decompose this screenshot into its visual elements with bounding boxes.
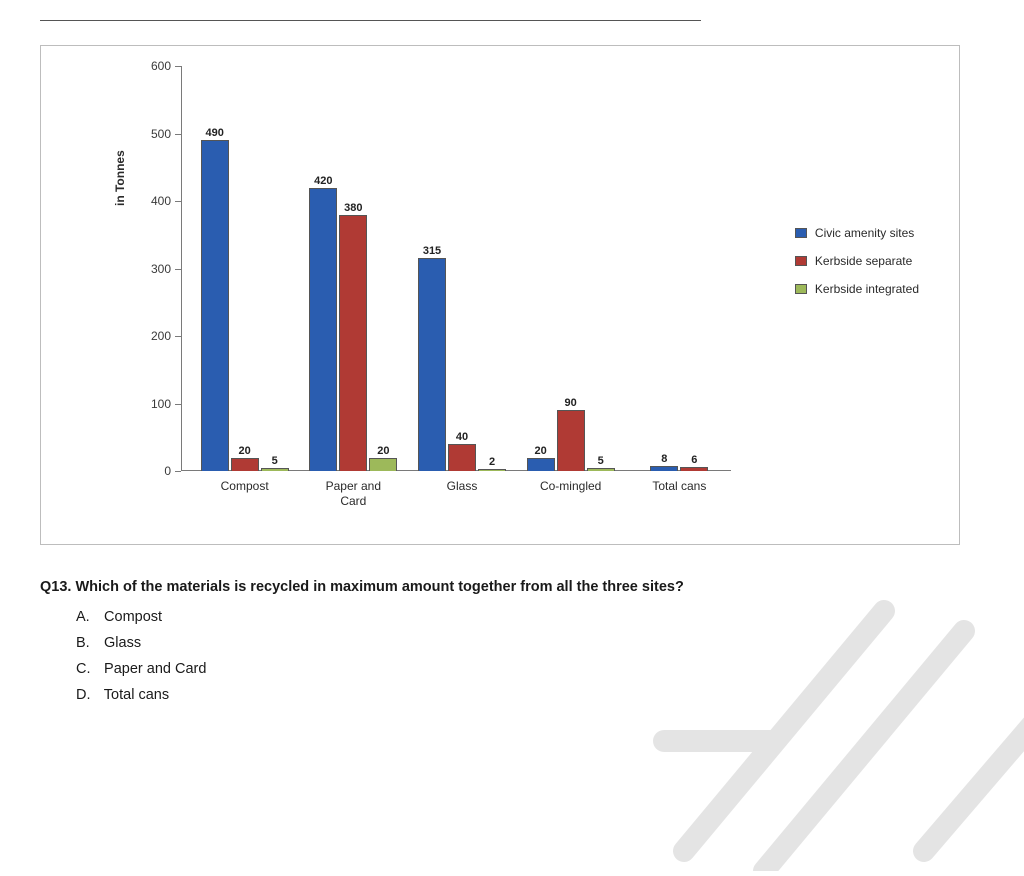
question-body: Which of the materials is recycled in ma… [75,579,683,595]
y-tick-mark [175,336,181,337]
bar-group: 20905Co-mingled [526,410,616,471]
chart-frame: in Tonnes 0100200300400500600490205Compo… [40,45,960,545]
option-letter: C. [76,661,100,677]
bar-value-label: 315 [423,245,441,257]
category-label: Paper andCard [308,471,398,509]
option-letter: B. [76,635,100,651]
y-tick-label: 0 [164,464,171,478]
y-tick-label: 400 [151,194,171,208]
bar: 20 [527,458,555,472]
legend-item: Kerbside separate [795,254,919,268]
category-label: Co-mingled [526,471,616,494]
option-d[interactable]: D. Total cans [76,687,984,703]
legend-label: Kerbside separate [815,254,912,268]
bar: 20 [369,458,397,472]
bar-value-label: 6 [691,454,697,466]
legend-item: Civic amenity sites [795,226,919,240]
category-label: Compost [200,471,290,494]
bar: 90 [557,410,585,471]
chart-plot-area: 0100200300400500600490205Compost42038020… [181,66,731,471]
legend: Civic amenity sites Kerbside separate Ke… [795,226,919,310]
option-c[interactable]: C. Paper and Card [76,661,984,677]
legend-label: Civic amenity sites [815,226,914,240]
legend-swatch-icon [795,284,807,294]
bar: 315 [418,258,446,471]
bar-value-label: 40 [456,431,468,443]
option-text: Compost [104,609,162,625]
bar: 420 [309,188,337,472]
y-tick-label: 100 [151,397,171,411]
bar-value-label: 20 [239,445,251,457]
question-block: Q13. Which of the materials is recycled … [40,579,984,703]
option-b[interactable]: B. Glass [76,635,984,651]
bar-value-label: 5 [598,455,604,467]
y-tick-mark [175,66,181,67]
bar-group: 86Total cans [634,466,724,471]
bar-value-label: 20 [377,445,389,457]
y-tick-mark [175,404,181,405]
bar: 20 [231,458,259,472]
y-tick-label: 300 [151,262,171,276]
bar-group: 315402Glass [417,258,507,471]
bar-value-label: 2 [489,456,495,468]
bar: 490 [201,140,229,471]
option-text: Paper and Card [104,661,206,677]
y-tick-label: 500 [151,127,171,141]
bar-value-label: 5 [272,455,278,467]
bar-value-label: 8 [661,453,667,465]
bar-value-label: 20 [535,445,547,457]
top-rule [40,20,701,21]
bar: 40 [448,444,476,471]
option-text: Total cans [104,687,169,703]
y-tick-mark [175,201,181,202]
option-text: Glass [104,635,141,651]
option-letter: D. [76,687,100,703]
bar-value-label: 380 [344,202,362,214]
question-number: Q13. [40,579,71,595]
y-tick-mark [175,269,181,270]
bar-value-label: 90 [565,397,577,409]
category-label: Glass [417,471,507,494]
y-tick-mark [175,471,181,472]
y-axis-label: in Tonnes [113,150,127,206]
bar-group: 42038020Paper andCard [308,188,398,472]
question-text: Q13. Which of the materials is recycled … [40,579,984,595]
option-a[interactable]: A. Compost [76,609,984,625]
bar: 380 [339,215,367,472]
option-letter: A. [76,609,100,625]
y-axis [181,66,182,471]
legend-item: Kerbside integrated [795,282,919,296]
y-tick-mark [175,134,181,135]
y-tick-label: 600 [151,59,171,73]
bar-group: 490205Compost [200,140,290,471]
legend-label: Kerbside integrated [815,282,919,296]
legend-swatch-icon [795,228,807,238]
options-list: A. Compost B. Glass C. Paper and Card D.… [40,609,984,703]
bar-value-label: 490 [205,127,223,139]
y-tick-label: 200 [151,329,171,343]
bar-value-label: 420 [314,175,332,187]
legend-swatch-icon [795,256,807,266]
category-label: Total cans [634,471,724,494]
